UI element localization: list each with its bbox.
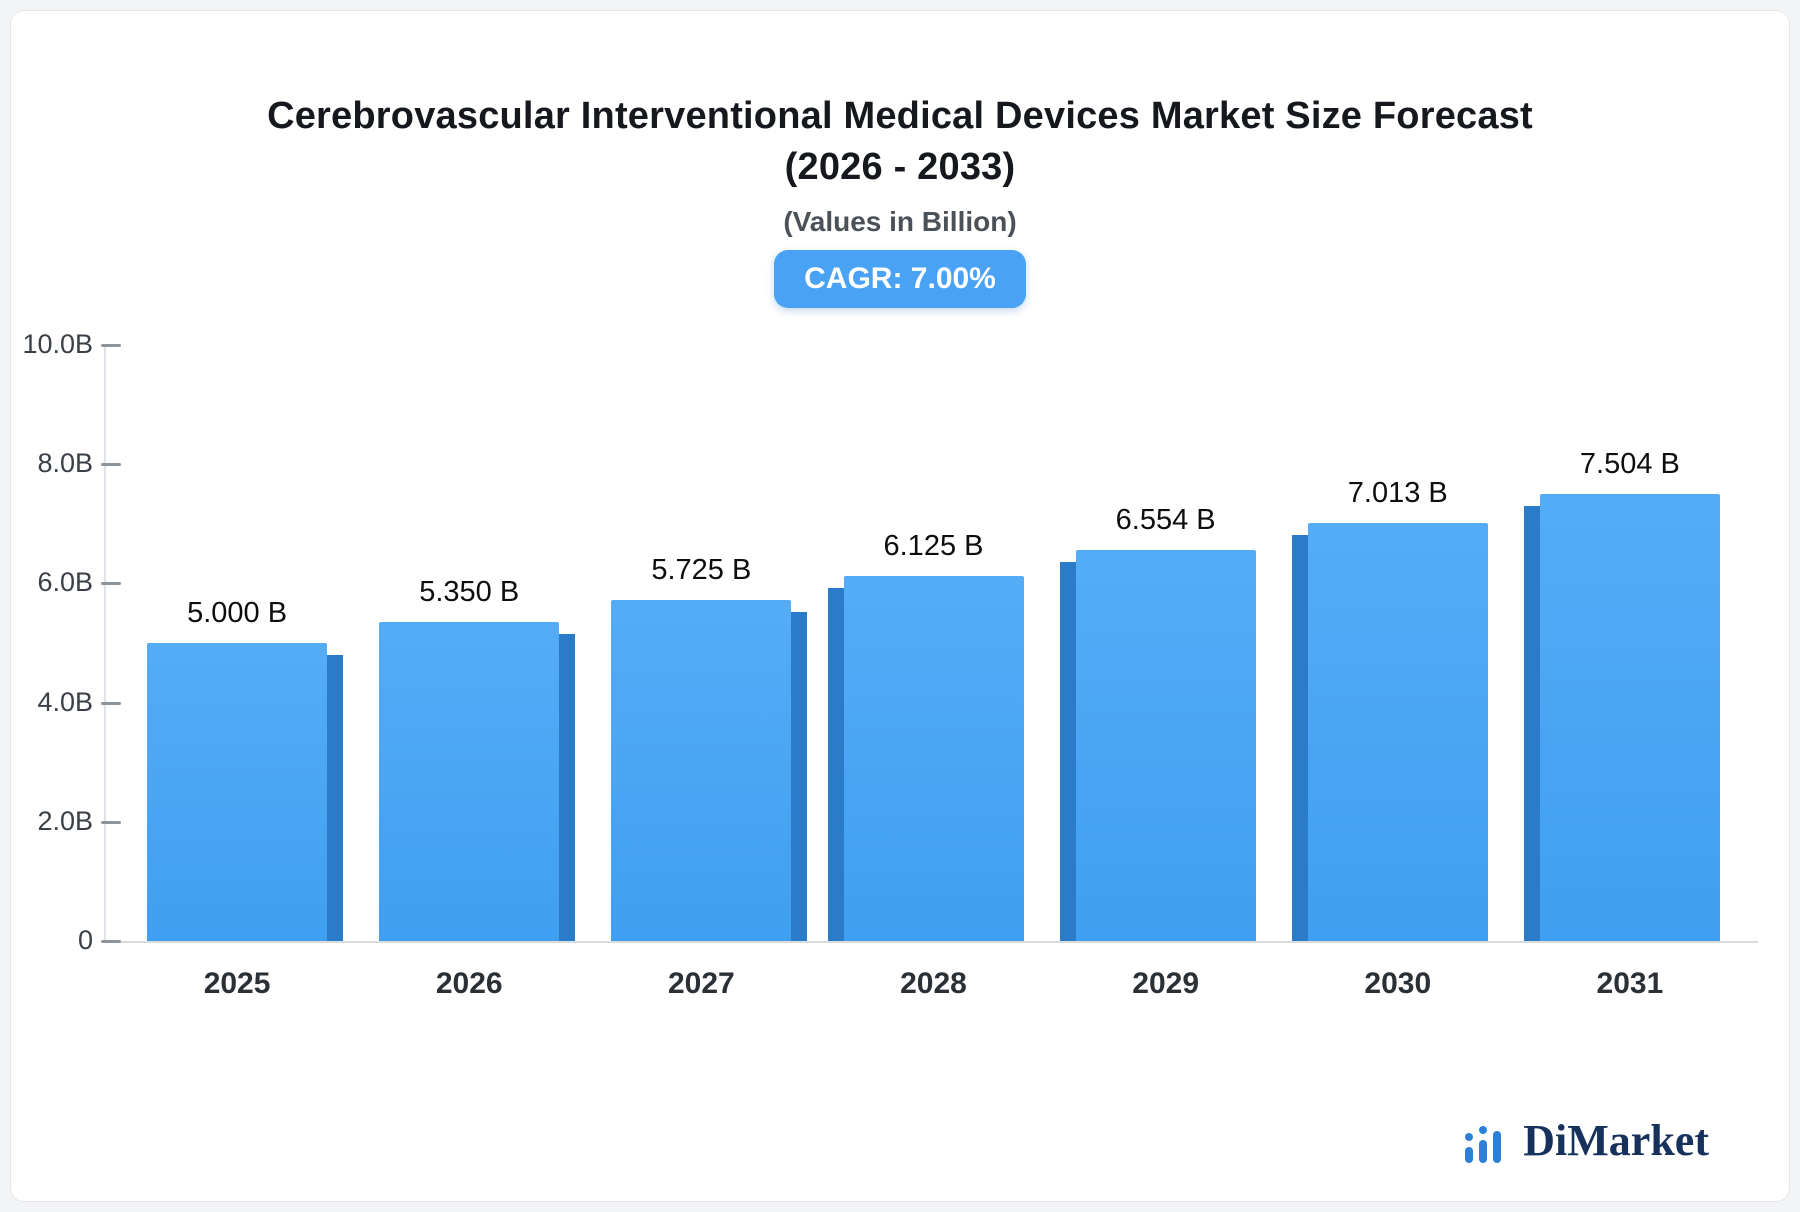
y-tick-mark: [101, 344, 121, 347]
dimarket-logo: DiMarket: [1465, 1119, 1709, 1163]
x-tick-label: 2029: [1132, 967, 1200, 1000]
bar-side-face: [827, 587, 844, 941]
x-tick-label: 2030: [1364, 967, 1432, 1000]
cagr-badge: CAGR: 7.00%: [774, 249, 1026, 308]
y-tick-label: 10.0B: [22, 329, 93, 359]
bar: [1307, 523, 1488, 941]
plot-area: 10.0B 8.0B 6.0B 4.0B 2.0B 0 5.000 B 2025 5.350 B…: [11, 11, 1789, 1201]
chart-card: Cerebrovascular Interventional Medical D…: [10, 10, 1790, 1202]
bar-value-label: 5.000 B: [187, 597, 288, 629]
bar: [843, 575, 1024, 941]
y-tick-label: 8.0B: [37, 448, 93, 479]
chart-title: Cerebrovascular Interventional Medical D…: [267, 95, 1533, 189]
bar: [611, 599, 792, 941]
x-tick-label: 2026: [435, 967, 503, 1000]
y-tick-mark: [101, 701, 121, 705]
bar-side-face: [327, 655, 344, 941]
bar-chart-icon: [1465, 1123, 1509, 1163]
bar-value-label: 6.125 B: [883, 529, 984, 562]
y-tick-mark: [101, 820, 121, 824]
y-tick-label: 6.0B: [37, 567, 93, 598]
bar-side-face: [1291, 535, 1308, 941]
x-tick-label: 2027: [667, 967, 735, 1000]
y-tick-label: 2.0B: [37, 805, 93, 836]
y-tick-mark: [101, 463, 121, 467]
bar: [1539, 493, 1720, 941]
bar-side-face: [1059, 562, 1076, 941]
y-tick-label: 0: [77, 925, 93, 955]
chart-header: Cerebrovascular Interventional Medical D…: [11, 11, 1789, 308]
y-axis-line: [104, 345, 106, 941]
bar-side-face: [1523, 505, 1540, 941]
bar-value-label: 7.504 B: [1579, 447, 1680, 480]
x-tick-label: 2025: [203, 967, 271, 1000]
y-tick-label: 4.0B: [37, 686, 93, 717]
bar: [379, 622, 560, 941]
bar-value-label: 6.554 B: [1115, 504, 1216, 537]
x-tick-label: 2031: [1596, 967, 1664, 1000]
bar-side-face: [559, 634, 576, 941]
x-tick-label: 2028: [900, 967, 967, 1000]
y-tick-mark: [101, 940, 121, 943]
bar-value-label: 5.725 B: [651, 553, 752, 586]
x-axis-line: [104, 941, 1758, 943]
bar: [1075, 550, 1256, 941]
bar-side-face: [791, 611, 808, 941]
chart-subtitle: (Values in Billion): [783, 205, 1017, 237]
bar-value-label: 7.013 B: [1347, 477, 1448, 510]
bar: [147, 643, 328, 941]
y-tick-mark: [101, 582, 121, 586]
dimarket-logo-text: DiMarket: [1523, 1116, 1709, 1165]
bar-value-label: 5.350 B: [419, 576, 520, 609]
